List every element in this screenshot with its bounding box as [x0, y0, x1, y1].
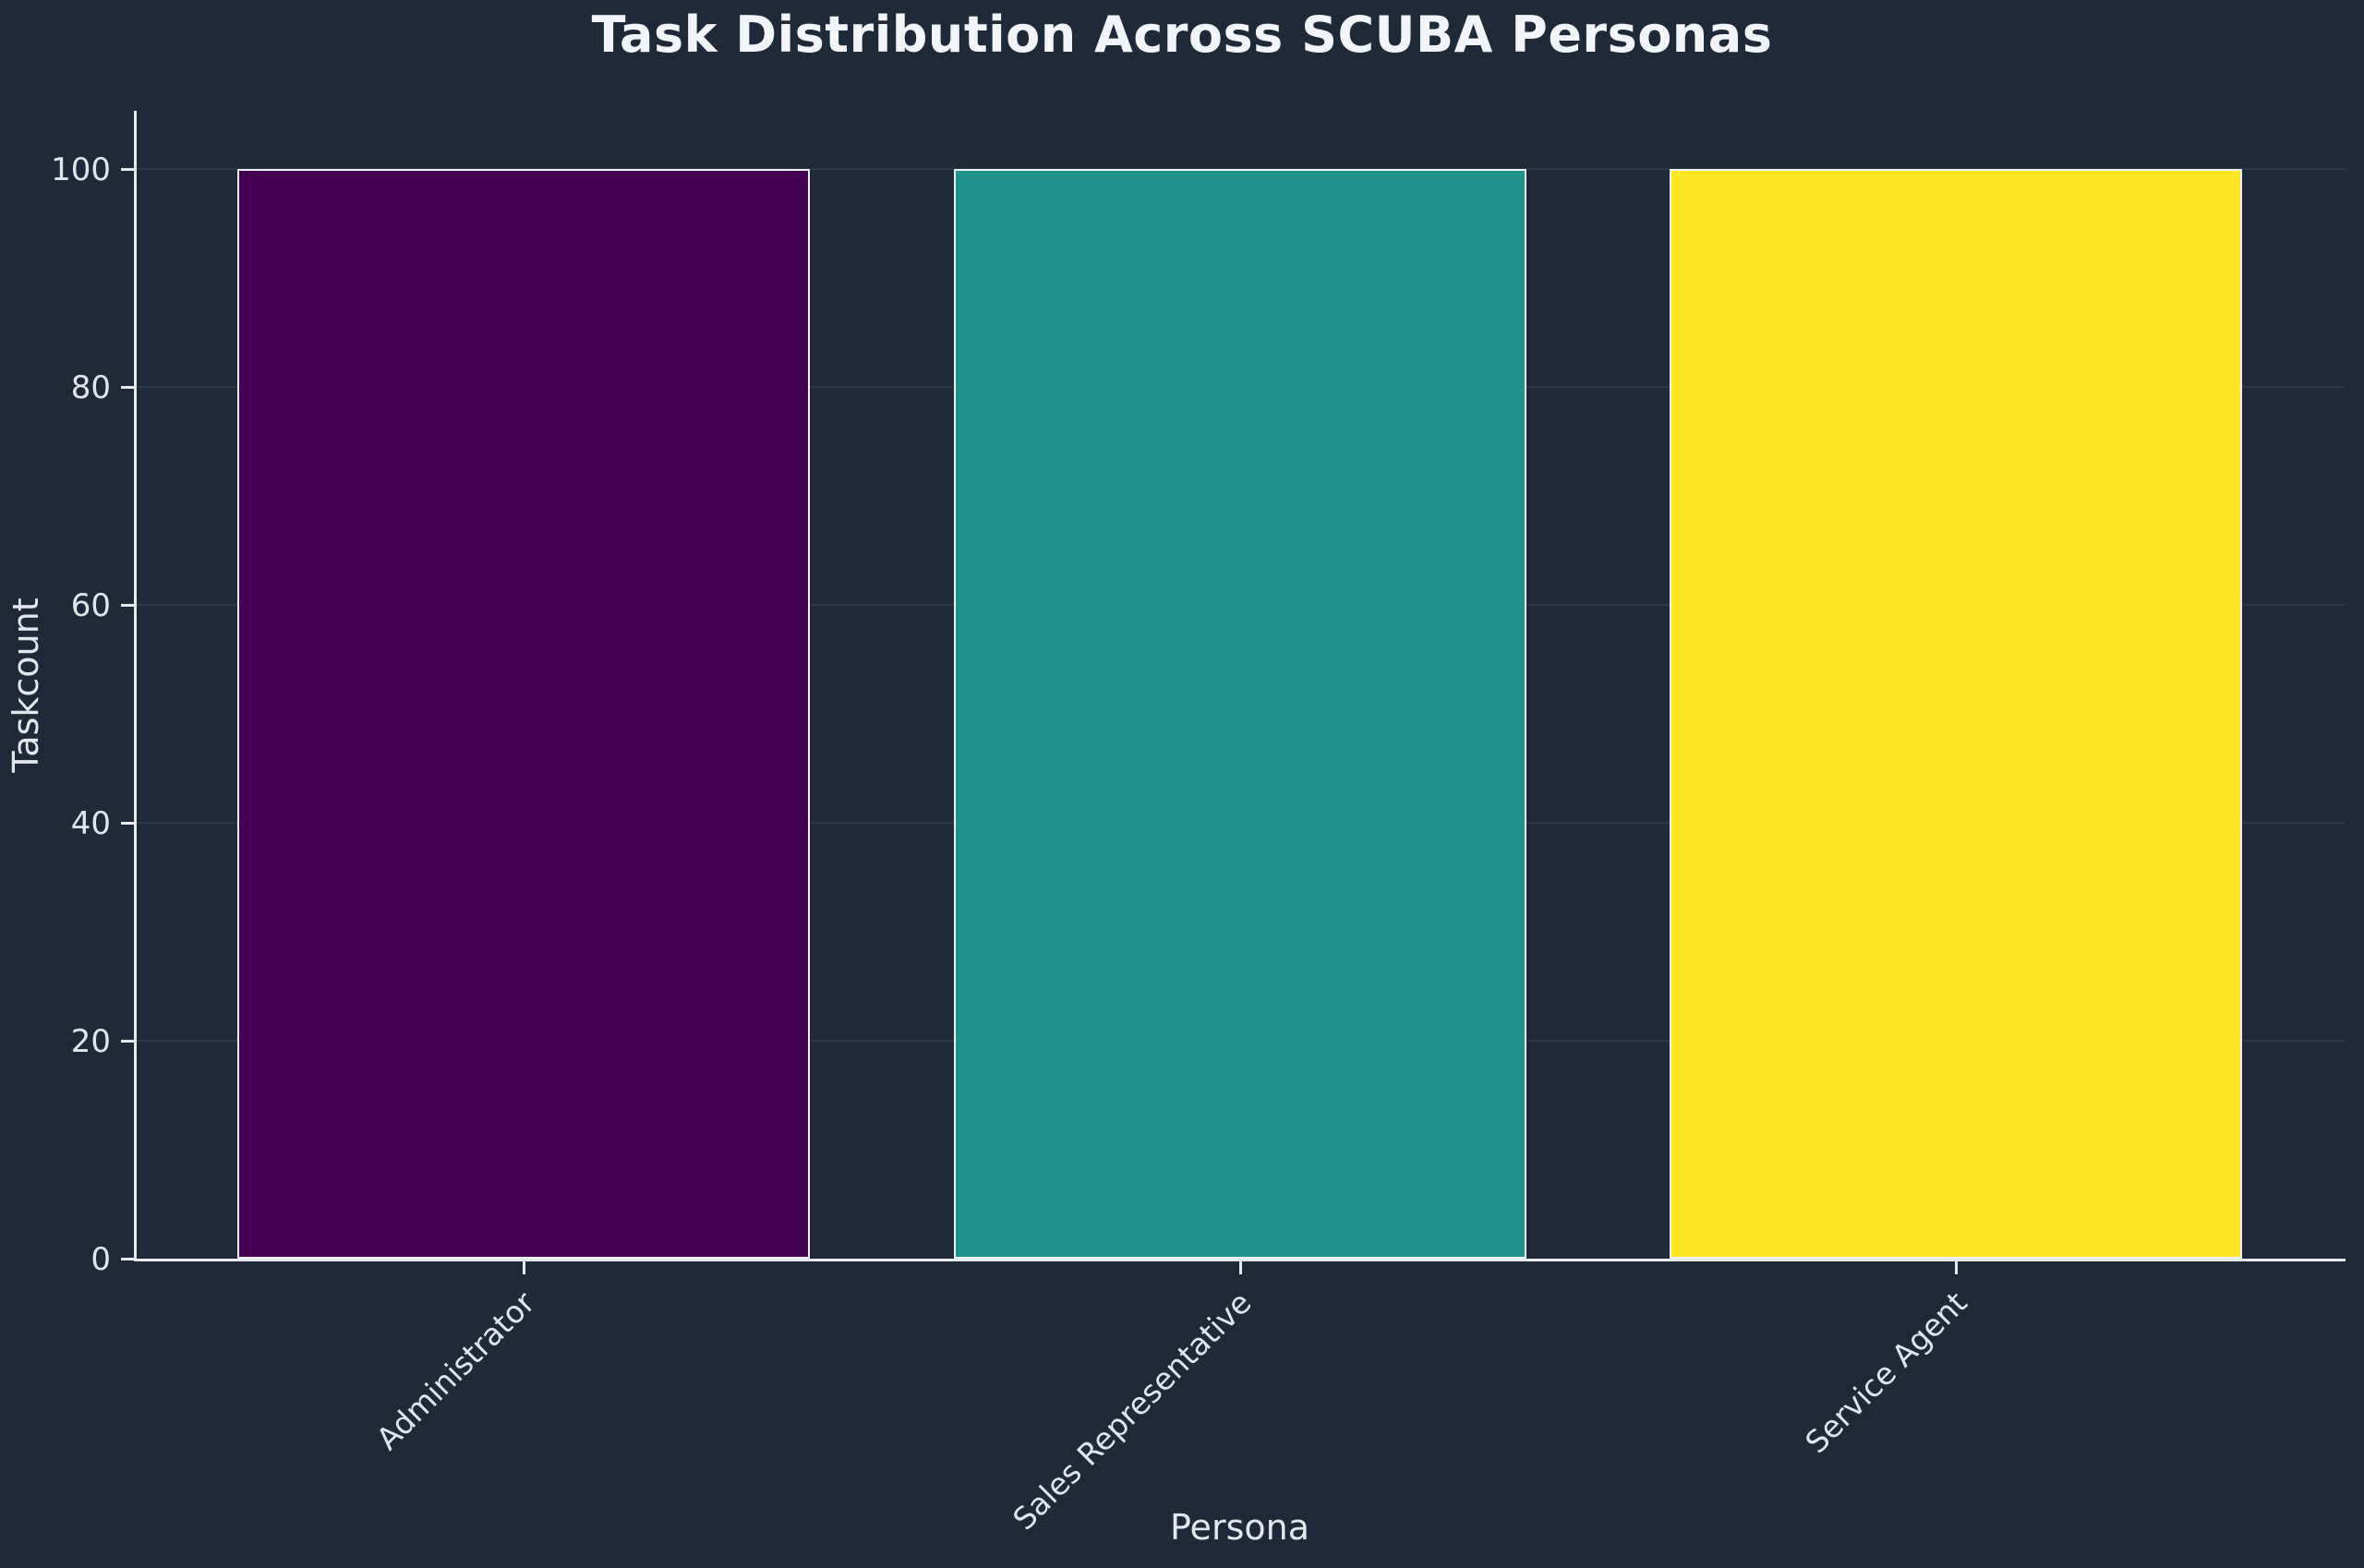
x-tick-label-sales-representative: Sales Representative [1005, 1285, 1259, 1538]
y-tick-0 [121, 1258, 134, 1260]
chart-title: Task Distribution Across SCUBA Personas [591, 6, 1773, 64]
x-tick-label-service-agent: Service Agent [1798, 1285, 1974, 1461]
y-tick-60 [121, 604, 134, 607]
x-tick-service-agent [1955, 1261, 1958, 1274]
x-axis-label: Persona [1170, 1507, 1309, 1548]
bar-sales-representative [953, 169, 1526, 1259]
x-tick-administrator [523, 1261, 525, 1274]
y-tick-label-100: 100 [51, 151, 111, 188]
y-tick-20 [121, 1040, 134, 1043]
y-tick-label-40: 40 [70, 805, 111, 842]
bar-administrator [237, 169, 810, 1259]
y-axis-spine [134, 111, 137, 1261]
y-tick-80 [121, 386, 134, 389]
bar-service-agent [1670, 169, 2242, 1259]
x-tick-label-administrator: Administrator [368, 1285, 542, 1457]
y-tick-40 [121, 822, 134, 825]
x-axis-spine [134, 1259, 2346, 1261]
y-tick-label-0: 0 [90, 1241, 111, 1278]
x-tick-sales-representative [1238, 1261, 1242, 1274]
y-tick-label-80: 80 [70, 369, 111, 406]
y-tick-label-20: 20 [70, 1023, 111, 1060]
y-tick-label-60: 60 [70, 587, 111, 624]
y-tick-100 [121, 168, 134, 171]
